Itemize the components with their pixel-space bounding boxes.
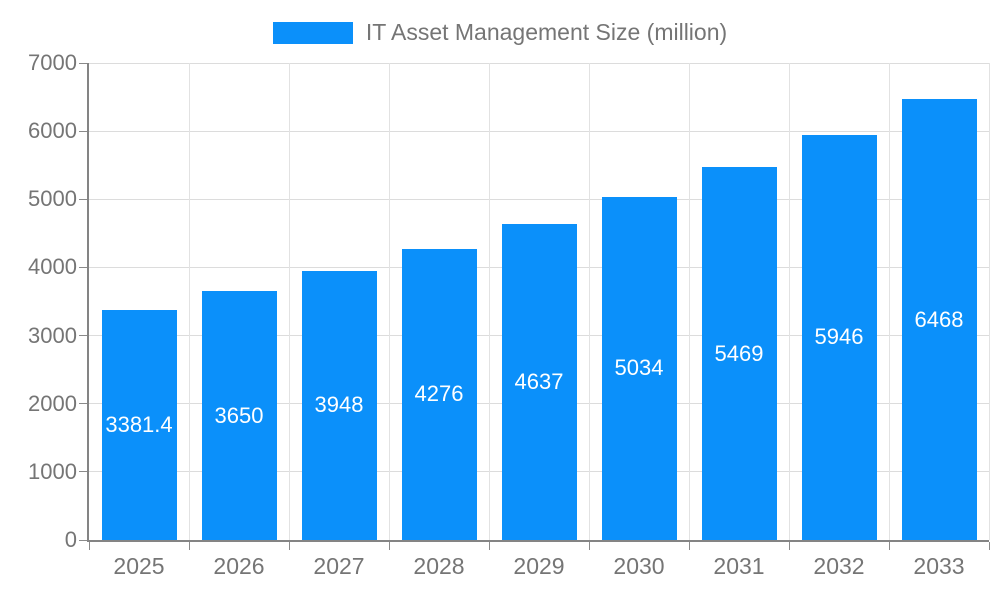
bar-value-label: 6468 bbox=[914, 306, 964, 332]
gridline-horizontal bbox=[89, 62, 989, 64]
x-axis-label: 2025 bbox=[113, 553, 165, 579]
bar[interactable]: 3381.4 bbox=[101, 309, 177, 540]
gridline-vertical bbox=[188, 63, 190, 540]
gridline-vertical bbox=[388, 63, 390, 540]
x-axis-label: 2027 bbox=[313, 553, 365, 579]
gridline-vertical bbox=[888, 63, 890, 540]
legend-item[interactable]: IT Asset Management Size (million) bbox=[0, 19, 1000, 46]
gridline-vertical bbox=[688, 63, 690, 540]
y-axis-tick bbox=[79, 130, 87, 132]
x-axis-tick bbox=[188, 542, 190, 550]
x-axis-tick bbox=[288, 542, 290, 550]
y-axis-label: 0 bbox=[64, 527, 77, 552]
x-axis-tick bbox=[688, 542, 690, 550]
x-axis-label: 2031 bbox=[713, 553, 765, 579]
gridline-vertical bbox=[588, 63, 590, 540]
y-axis-tick bbox=[79, 471, 87, 473]
x-axis-label: 2032 bbox=[813, 553, 865, 579]
plot-area: 0 1000 2000 3000 4000 5000 6000 7000 3381.4 2025 3… bbox=[28, 50, 990, 579]
x-axis-tick bbox=[388, 542, 390, 550]
bar-value-label: 5469 bbox=[714, 340, 764, 366]
bar[interactable]: 4276 bbox=[401, 248, 477, 540]
bar-value-label: 3650 bbox=[214, 402, 264, 428]
y-axis-tick bbox=[79, 403, 87, 405]
y-axis-label: 1000 bbox=[28, 458, 77, 484]
y-axis-label: 7000 bbox=[28, 50, 77, 75]
y-axis-tick bbox=[79, 198, 87, 200]
legend-swatch-icon bbox=[272, 21, 353, 44]
x-axis-label: 2030 bbox=[613, 553, 665, 579]
bar[interactable]: 3650 bbox=[201, 291, 277, 540]
gridline-vertical bbox=[488, 63, 490, 540]
bar-value-label: 4276 bbox=[414, 381, 464, 407]
y-axis-tick bbox=[79, 62, 87, 64]
gridline-horizontal bbox=[89, 130, 989, 132]
gridline-vertical bbox=[788, 63, 790, 540]
x-axis-label: 2033 bbox=[913, 553, 965, 579]
gridline-vertical bbox=[988, 63, 990, 540]
y-axis-label: 5000 bbox=[28, 186, 77, 212]
bar-value-label: 5946 bbox=[814, 324, 864, 350]
y-axis-tick bbox=[79, 266, 87, 268]
bar-value-label: 3948 bbox=[314, 392, 364, 418]
y-axis-label: 4000 bbox=[28, 254, 77, 280]
y-axis-label: 6000 bbox=[28, 118, 77, 144]
x-axis-label: 2026 bbox=[213, 553, 265, 579]
bar-value-label: 5034 bbox=[614, 355, 664, 381]
x-axis-tick bbox=[988, 542, 990, 550]
x-axis-tick bbox=[788, 542, 790, 550]
bar[interactable]: 4637 bbox=[501, 224, 577, 540]
x-axis-tick bbox=[888, 542, 890, 550]
y-axis-tick bbox=[79, 539, 87, 541]
y-axis-tick bbox=[79, 335, 87, 337]
gridline-horizontal bbox=[89, 198, 989, 200]
legend-label: IT Asset Management Size (million) bbox=[365, 19, 728, 45]
x-axis-label: 2028 bbox=[413, 553, 465, 579]
gridline-vertical bbox=[288, 63, 290, 540]
x-axis-label: 2029 bbox=[513, 553, 565, 579]
y-axis-label: 2000 bbox=[28, 390, 77, 416]
bar-value-label: 4637 bbox=[514, 369, 564, 395]
x-axis-tick bbox=[88, 542, 90, 550]
bar[interactable]: 6468 bbox=[901, 99, 977, 540]
bar[interactable]: 3948 bbox=[301, 270, 377, 540]
x-axis-tick bbox=[588, 542, 590, 550]
bar[interactable]: 5469 bbox=[701, 167, 777, 540]
bar[interactable]: 5034 bbox=[601, 196, 677, 540]
x-axis-tick bbox=[488, 542, 490, 550]
bar-value-label: 3381.4 bbox=[105, 411, 173, 437]
y-axis-label: 3000 bbox=[28, 322, 77, 348]
bar[interactable]: 5946 bbox=[801, 134, 877, 540]
